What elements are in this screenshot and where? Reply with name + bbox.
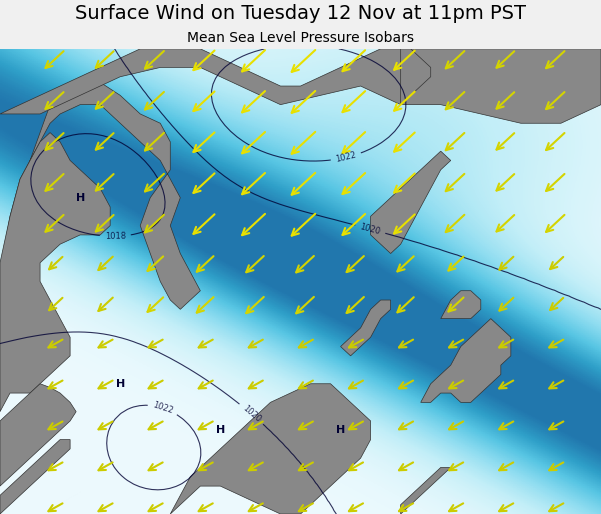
Text: 1020: 1020 bbox=[240, 403, 263, 424]
Polygon shape bbox=[401, 49, 431, 105]
Polygon shape bbox=[0, 439, 70, 514]
Polygon shape bbox=[170, 384, 371, 514]
Text: Surface Wind on Tuesday 12 Nov at 11pm PST: Surface Wind on Tuesday 12 Nov at 11pm P… bbox=[75, 4, 526, 23]
Text: H: H bbox=[115, 379, 125, 389]
Polygon shape bbox=[441, 291, 481, 319]
Text: 1022: 1022 bbox=[151, 400, 174, 415]
Polygon shape bbox=[401, 468, 451, 514]
Polygon shape bbox=[0, 133, 110, 412]
Text: Mean Sea Level Pressure Isobars: Mean Sea Level Pressure Isobars bbox=[187, 31, 414, 45]
Polygon shape bbox=[371, 151, 451, 253]
Polygon shape bbox=[421, 319, 511, 402]
Text: 1020: 1020 bbox=[359, 222, 382, 236]
Text: H: H bbox=[336, 425, 345, 435]
Text: 1022: 1022 bbox=[335, 151, 357, 164]
Text: H: H bbox=[76, 193, 85, 203]
Polygon shape bbox=[341, 300, 391, 356]
Text: 1018: 1018 bbox=[105, 232, 126, 241]
Polygon shape bbox=[0, 384, 76, 486]
Polygon shape bbox=[0, 49, 601, 123]
Polygon shape bbox=[0, 82, 200, 328]
Text: H: H bbox=[216, 425, 225, 435]
